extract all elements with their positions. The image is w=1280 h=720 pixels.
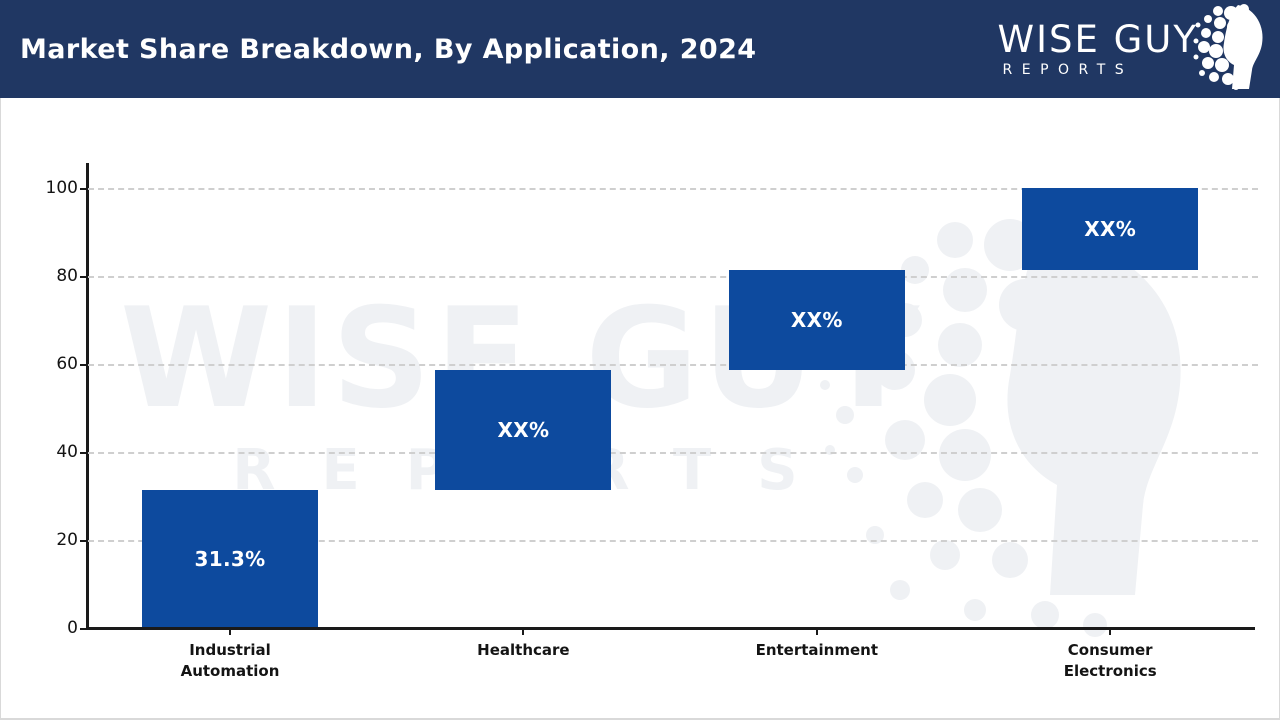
bar-segment-1: 31.3% <box>142 489 318 628</box>
y-tickmark-20 <box>80 539 86 542</box>
y-tickmark-60 <box>80 363 86 366</box>
y-ticklabel-60: 60 <box>56 353 78 374</box>
x-tickmark-3 <box>815 629 818 635</box>
x-category-label: Healthcare <box>477 641 570 659</box>
y-axis-line <box>86 163 89 629</box>
wiseguy-logo: WISE GUY REPORTS <box>998 4 1266 94</box>
x-axis-line <box>86 627 1255 630</box>
gridline-y20 <box>88 539 1258 542</box>
y-ticklabel-80: 80 <box>56 265 78 286</box>
x-tickmark-1 <box>229 629 231 635</box>
y-tickmark-0 <box>80 627 86 630</box>
header-bar: Market Share Breakdown, By Application, … <box>0 0 1280 98</box>
bar-value-label: XX% <box>790 307 843 332</box>
bar-value-label: XX% <box>497 417 550 442</box>
gridline-y60 <box>88 363 1258 366</box>
y-tickmark-80 <box>80 275 86 278</box>
page-title: Market Share Breakdown, By Application, … <box>20 33 757 65</box>
bar-value-label: XX% <box>1084 216 1137 241</box>
x-tickmark-2 <box>522 629 525 635</box>
logo-wordmark-sub: REPORTS <box>1002 61 1134 78</box>
logo-wordmark: WISE GUY REPORTS <box>997 17 1198 78</box>
bar-segment-2: XX% <box>435 370 612 490</box>
bar-value-label: 31.3% <box>194 546 266 571</box>
x-tickmark-4 <box>1109 629 1112 635</box>
bar-segment-3: XX% <box>728 269 905 371</box>
bar-segment-4: XX% <box>1022 187 1199 270</box>
x-category-label: Consumer Electronics <box>1063 641 1157 680</box>
x-category-label: Entertainment <box>755 641 879 659</box>
logo-head-icon <box>1193 4 1263 90</box>
gridline-y100 <box>88 187 1258 190</box>
logo-wordmark-main: WISE GUY <box>997 17 1198 61</box>
y-tickmark-100 <box>80 187 86 190</box>
gridline-y80 <box>88 275 1258 278</box>
y-ticklabel-40: 40 <box>56 441 78 462</box>
y-ticklabel-0: 0 <box>67 617 78 638</box>
y-ticklabel-20: 20 <box>56 529 78 550</box>
gridline-y40 <box>88 451 1258 454</box>
y-tickmark-40 <box>80 451 86 454</box>
x-category-label: Industrial Automation <box>180 641 280 680</box>
y-ticklabel-100: 100 <box>45 177 78 198</box>
